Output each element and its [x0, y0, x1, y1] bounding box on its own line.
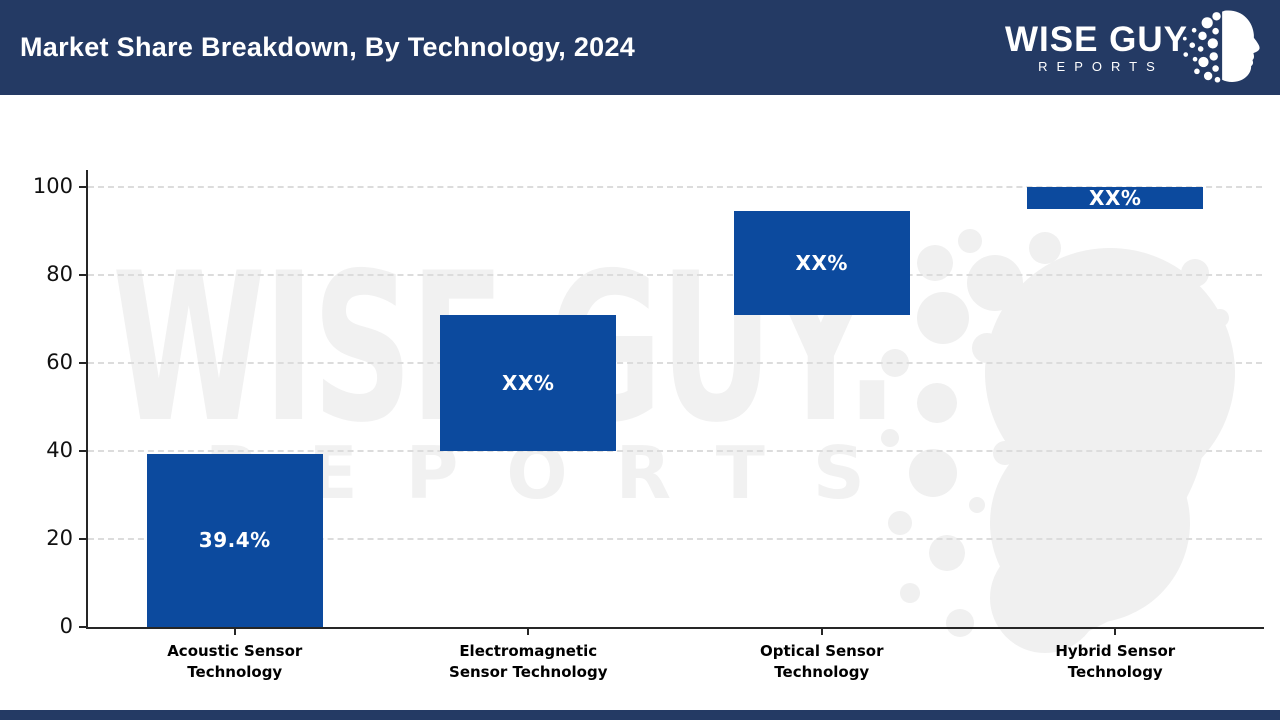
gridline — [88, 450, 1262, 452]
x-tick-mark — [1114, 629, 1117, 635]
y-tick-label: 0 — [59, 614, 73, 639]
gridline — [88, 274, 1262, 276]
y-tick-label: 40 — [46, 438, 73, 463]
y-tick-label: 20 — [46, 526, 73, 551]
gridline — [88, 186, 1262, 188]
x-category-label: Acoustic Sensor Technology — [167, 642, 303, 681]
logo-wordmark-line2: REPORTS — [1038, 59, 1164, 75]
x-axis-line — [86, 627, 1264, 629]
bar-value-label: XX% — [502, 370, 555, 395]
y-tick-mark — [79, 538, 86, 540]
bar: XX% — [1027, 186, 1204, 210]
x-category-label: Optical Sensor Technology — [760, 642, 884, 681]
y-tick-label: 80 — [46, 262, 73, 287]
x-category-label: Electromagnetic Sensor Technology — [449, 642, 608, 681]
x-tick-mark — [527, 629, 530, 635]
x-tick-mark — [233, 629, 236, 635]
y-axis-line — [86, 170, 88, 629]
y-tick-mark — [79, 186, 86, 188]
y-tick-label: 100 — [32, 174, 73, 199]
chart-title: Market Share Breakdown, By Technology, 2… — [20, 32, 636, 62]
header-bar: Market Share Breakdown, By Technology, 2… — [0, 0, 1280, 95]
watermark-head-icon — [877, 229, 1235, 653]
bar: XX% — [440, 314, 617, 451]
y-tick-mark — [79, 450, 86, 452]
logo-head-icon — [1182, 10, 1260, 83]
x-tick-mark — [820, 629, 823, 635]
gridline — [88, 538, 1262, 540]
wise-guy-reports-logo: WISE GUY REPORTS — [1005, 6, 1266, 90]
logo-wordmark-line1: WISE GUY — [1004, 19, 1188, 59]
logo-wordmark: WISE GUY REPORTS — [1004, 19, 1188, 75]
plot-area: 0 20 40 60 80 100 39.4% Acoustic Sensor Technol… — [33, 170, 1264, 681]
x-category-label: Hybrid Sensor Technology — [1055, 642, 1176, 681]
bar-value-label: XX% — [1089, 186, 1142, 210]
y-tick-label: 60 — [46, 350, 73, 375]
y-tick-mark — [79, 274, 86, 276]
gridline — [88, 362, 1262, 364]
footer-bar — [0, 710, 1280, 720]
chart-area: WISE GUY. REPORTS 0 20 40 60 80 100 39.4% Acous… — [0, 95, 1280, 710]
bar-value-label: 39.4% — [198, 528, 271, 553]
bar: 39.4% — [146, 453, 323, 627]
bar-value-label: XX% — [795, 250, 848, 275]
y-tick-mark — [79, 626, 86, 628]
bar: XX% — [733, 211, 910, 315]
y-tick-mark — [79, 362, 86, 364]
